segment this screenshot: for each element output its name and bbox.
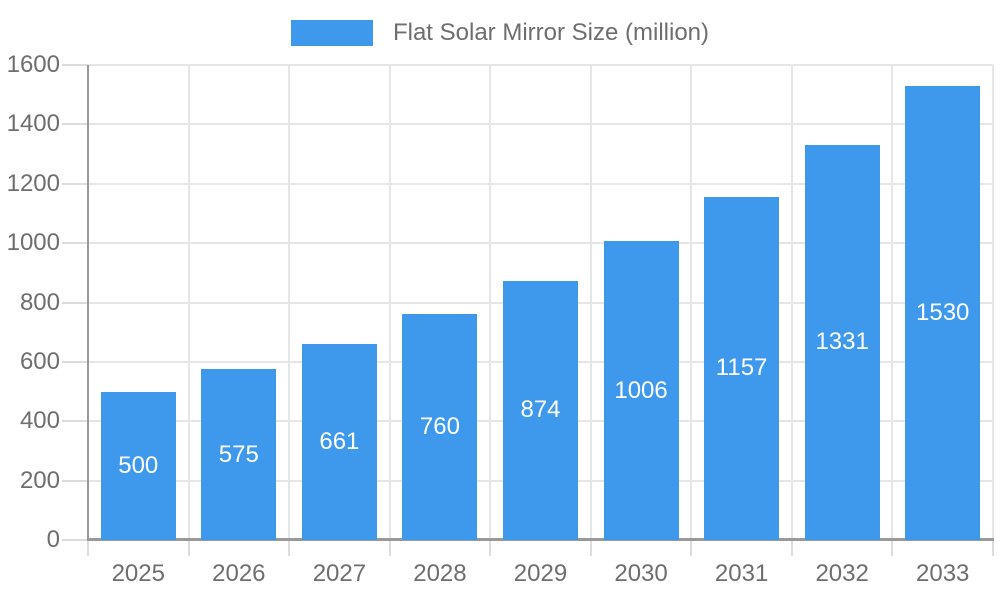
y-axis-label: 1400 (6, 110, 60, 138)
y-axis-tick (62, 242, 88, 245)
bar-2029[interactable] (503, 280, 578, 540)
bar-2025[interactable] (100, 391, 176, 540)
y-axis-tick (62, 420, 88, 423)
gridline-horizontal (88, 242, 993, 245)
gridline-vertical (690, 65, 693, 540)
legend-swatch (290, 20, 373, 46)
bar-value-label: 1331 (815, 328, 869, 356)
x-axis-tick (891, 540, 894, 556)
bar-2026[interactable] (201, 369, 277, 540)
gridline-vertical (388, 65, 391, 540)
bar-value-label: 1006 (614, 376, 668, 404)
gridline-vertical (992, 65, 994, 540)
x-axis-tick (187, 540, 190, 556)
x-axis-label: 2033 (916, 560, 970, 587)
bar-value-label: 874 (520, 396, 561, 424)
x-axis-tick (87, 540, 89, 556)
gridline-horizontal (88, 64, 993, 66)
x-axis-label: 2029 (513, 560, 568, 587)
x-axis-tick (489, 540, 492, 556)
legend-item[interactable]: Flat Solar Mirror Size (million) (0, 20, 1000, 46)
x-axis-label: 2027 (312, 560, 367, 587)
x-axis-tick (388, 540, 391, 556)
y-axis-tick (62, 360, 88, 363)
legend-label: Flat Solar Mirror Size (million) (392, 19, 710, 46)
x-axis-label: 2031 (714, 560, 769, 587)
gridline-vertical (187, 65, 190, 540)
y-axis-label: 0 (46, 526, 60, 553)
x-axis-label: 2026 (212, 560, 266, 587)
bar-2032[interactable] (804, 144, 880, 540)
bar-value-label: 760 (419, 413, 460, 441)
bar-2028[interactable] (402, 314, 478, 540)
gridline-vertical (589, 65, 592, 540)
x-axis-label: 2028 (413, 560, 467, 587)
y-axis-tick (62, 182, 88, 185)
x-axis-tick (589, 540, 592, 556)
y-axis-label: 1600 (6, 51, 60, 78)
bar-2031[interactable] (704, 196, 780, 540)
y-axis-label: 200 (19, 466, 60, 494)
x-axis-tick (288, 540, 291, 556)
y-axis-tick (62, 539, 88, 541)
bar-value-label: 1157 (715, 354, 768, 382)
gridline-vertical (288, 65, 291, 540)
x-axis-label: 2025 (111, 560, 165, 587)
y-axis-label: 1200 (6, 169, 60, 197)
bar-value-label: 1530 (916, 298, 970, 326)
gridline-vertical (790, 65, 793, 540)
y-axis-line (87, 65, 89, 540)
y-axis-label: 800 (19, 288, 60, 316)
bar-2033[interactable] (905, 85, 981, 540)
gridline-vertical (891, 65, 894, 540)
gridline-horizontal (88, 123, 993, 126)
x-axis-label: 2030 (614, 560, 668, 587)
x-axis-label: 2032 (815, 560, 869, 587)
y-axis-tick (62, 479, 88, 482)
gridline-vertical (489, 65, 492, 540)
y-axis-tick (62, 64, 88, 66)
y-axis-tick (62, 123, 88, 126)
x-axis-tick (690, 540, 693, 556)
bar-2027[interactable] (301, 343, 377, 540)
bar-value-label: 661 (319, 427, 360, 455)
y-axis-label: 400 (19, 407, 60, 435)
x-axis-tick (992, 540, 994, 556)
bar-value-label: 575 (218, 440, 259, 468)
y-axis-label: 1000 (6, 229, 60, 257)
y-axis-tick (62, 301, 88, 304)
bar-value-label: 500 (118, 451, 159, 479)
bar-2030[interactable] (603, 241, 679, 540)
gridline-horizontal (88, 182, 993, 185)
x-axis-tick (790, 540, 793, 556)
y-axis-label: 600 (19, 347, 60, 375)
